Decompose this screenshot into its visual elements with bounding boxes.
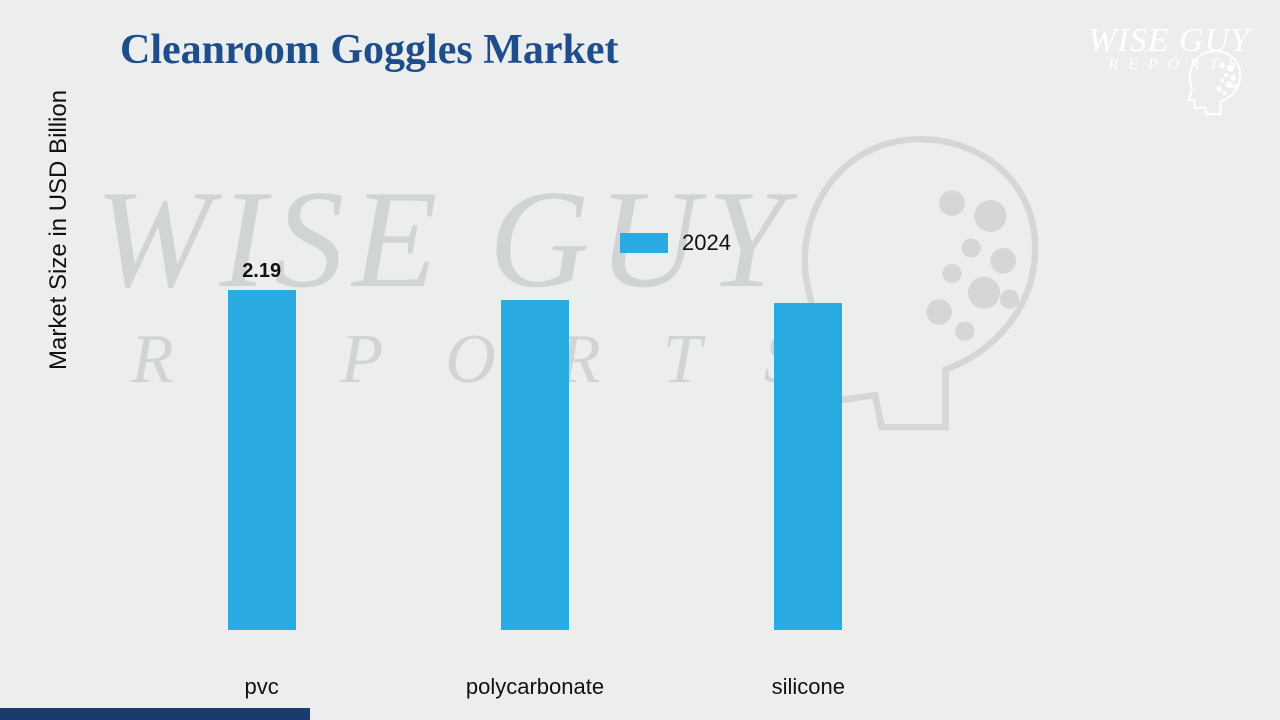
footer-accent-bar	[0, 708, 310, 720]
plot-area: 2.19 pvc polycarbonate silicone	[105, 130, 965, 630]
x-axis: pvc polycarbonate silicone	[105, 674, 965, 700]
brand-logo: WISE GUY REPORTS	[990, 22, 1250, 74]
x-label-1: pvc	[182, 674, 342, 700]
y-axis-label: Market Size in USD Billion	[45, 90, 73, 370]
bar-slot-2	[455, 270, 615, 630]
bar-1	[228, 290, 296, 630]
x-label-3: silicone	[728, 674, 888, 700]
bar-2	[501, 300, 569, 630]
chart-title: Cleanroom Goggles Market	[120, 26, 618, 74]
bar-slot-3	[728, 273, 888, 630]
bar-value-1: 2.19	[242, 260, 281, 284]
brand-head-icon	[1180, 42, 1250, 122]
bar-slot-1: 2.19	[182, 260, 342, 630]
bars-area: 2.19	[105, 130, 965, 630]
chart-canvas: WISE GUY REPORTS WISE GUY REPORTS Cleanr…	[0, 0, 1280, 720]
bar-3	[774, 303, 842, 630]
x-label-2: polycarbonate	[455, 674, 615, 700]
